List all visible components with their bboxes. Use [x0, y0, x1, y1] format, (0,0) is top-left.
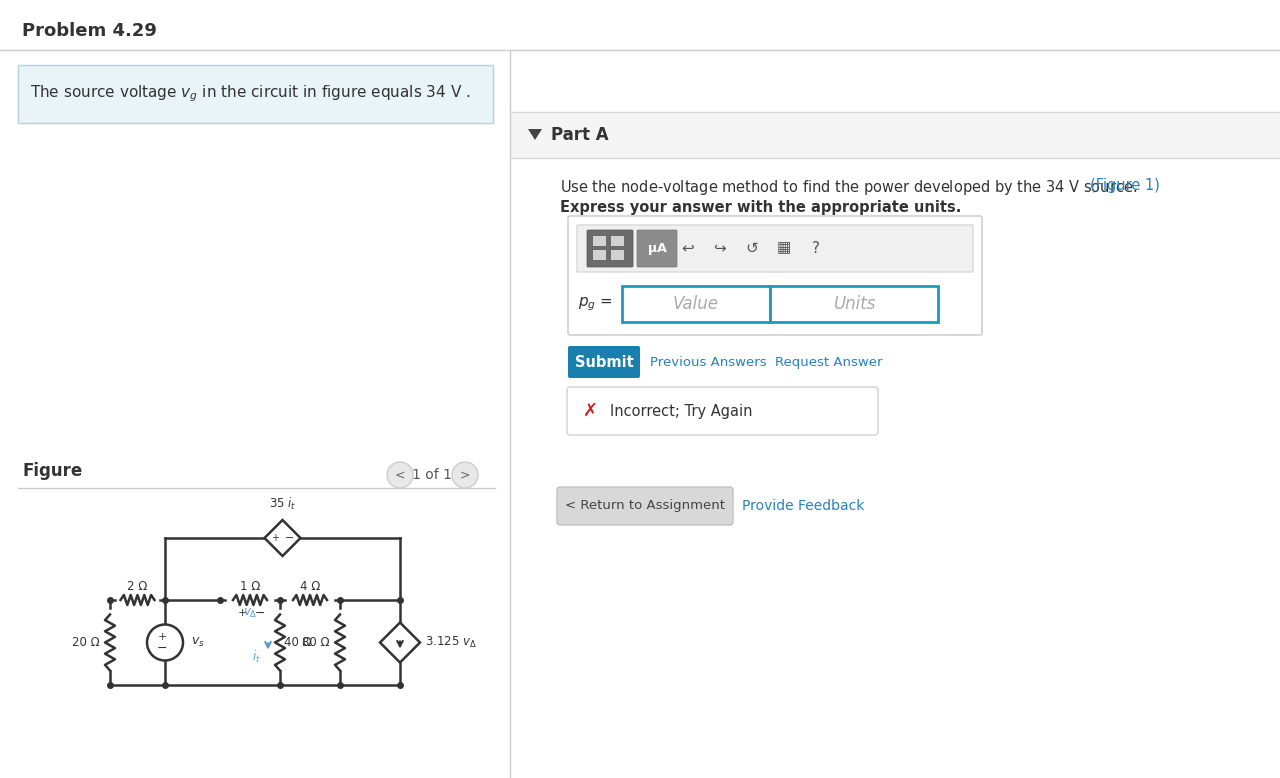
FancyBboxPatch shape: [611, 250, 625, 260]
FancyBboxPatch shape: [568, 216, 982, 335]
Text: ↺: ↺: [746, 240, 758, 255]
FancyBboxPatch shape: [771, 286, 938, 322]
Text: $p_g$ =: $p_g$ =: [579, 295, 613, 313]
Circle shape: [452, 462, 477, 488]
Text: −: −: [285, 533, 294, 543]
Text: $v_\Delta$: $v_\Delta$: [243, 606, 257, 619]
Text: Incorrect; Try Again: Incorrect; Try Again: [611, 404, 753, 419]
Text: Part A: Part A: [550, 126, 608, 144]
Text: 40 Ω: 40 Ω: [284, 636, 312, 649]
Text: Units: Units: [833, 295, 876, 313]
FancyBboxPatch shape: [593, 250, 605, 260]
Text: < Return to Assignment: < Return to Assignment: [564, 499, 724, 513]
Text: 2 Ω: 2 Ω: [127, 580, 147, 594]
Text: μA: μA: [648, 241, 667, 254]
Text: 4 Ω: 4 Ω: [300, 580, 320, 594]
Text: Submit: Submit: [575, 355, 634, 370]
Text: ?: ?: [812, 240, 820, 255]
Text: The source voltage $v_g$ in the circuit in figure equals 34 $\mathrm{V}$ .: The source voltage $v_g$ in the circuit …: [29, 84, 471, 104]
Text: Figure: Figure: [22, 462, 82, 480]
Text: +: +: [157, 632, 166, 642]
Text: 1 Ω: 1 Ω: [239, 580, 260, 594]
FancyBboxPatch shape: [509, 112, 1280, 158]
Polygon shape: [529, 129, 541, 140]
Text: (Figure 1): (Figure 1): [1091, 178, 1160, 193]
FancyBboxPatch shape: [18, 65, 493, 123]
FancyBboxPatch shape: [577, 225, 973, 272]
Text: 1 of 1: 1 of 1: [412, 468, 452, 482]
Text: 80 Ω: 80 Ω: [302, 636, 330, 649]
Text: $i_t$: $i_t$: [252, 648, 260, 664]
Text: Problem 4.29: Problem 4.29: [22, 22, 157, 40]
Text: 3.125 $v_\Delta$: 3.125 $v_\Delta$: [425, 635, 477, 650]
Text: ▦: ▦: [777, 240, 791, 255]
Text: Request Answer: Request Answer: [774, 356, 882, 369]
Text: −: −: [156, 642, 168, 655]
Text: $v_s$: $v_s$: [191, 636, 205, 649]
Text: +: +: [271, 533, 279, 543]
Circle shape: [387, 462, 413, 488]
Text: +: +: [237, 608, 247, 618]
Text: <: <: [394, 468, 406, 482]
FancyBboxPatch shape: [567, 387, 878, 435]
Text: Provide Feedback: Provide Feedback: [742, 499, 864, 513]
Polygon shape: [380, 622, 420, 663]
FancyBboxPatch shape: [568, 346, 640, 378]
Text: 35 $i_t$: 35 $i_t$: [269, 496, 296, 512]
Text: Use the node-voltage method to find the power developed by the 34 $\mathrm{V}$ s: Use the node-voltage method to find the …: [561, 178, 1138, 197]
Text: ↩: ↩: [682, 240, 694, 255]
Circle shape: [147, 625, 183, 661]
Polygon shape: [265, 520, 301, 556]
Text: Express your answer with the appropriate units.: Express your answer with the appropriate…: [561, 200, 961, 215]
Text: ↪: ↪: [714, 240, 726, 255]
Text: ✗: ✗: [582, 402, 598, 420]
FancyBboxPatch shape: [622, 286, 771, 322]
Text: −: −: [255, 607, 265, 619]
FancyBboxPatch shape: [588, 230, 634, 267]
FancyBboxPatch shape: [611, 236, 625, 246]
FancyBboxPatch shape: [637, 230, 677, 267]
Text: Value: Value: [673, 295, 719, 313]
Text: >: >: [460, 468, 470, 482]
FancyBboxPatch shape: [557, 487, 733, 525]
FancyBboxPatch shape: [593, 236, 605, 246]
Text: Previous Answers: Previous Answers: [650, 356, 767, 369]
Text: 20 Ω: 20 Ω: [72, 636, 100, 649]
